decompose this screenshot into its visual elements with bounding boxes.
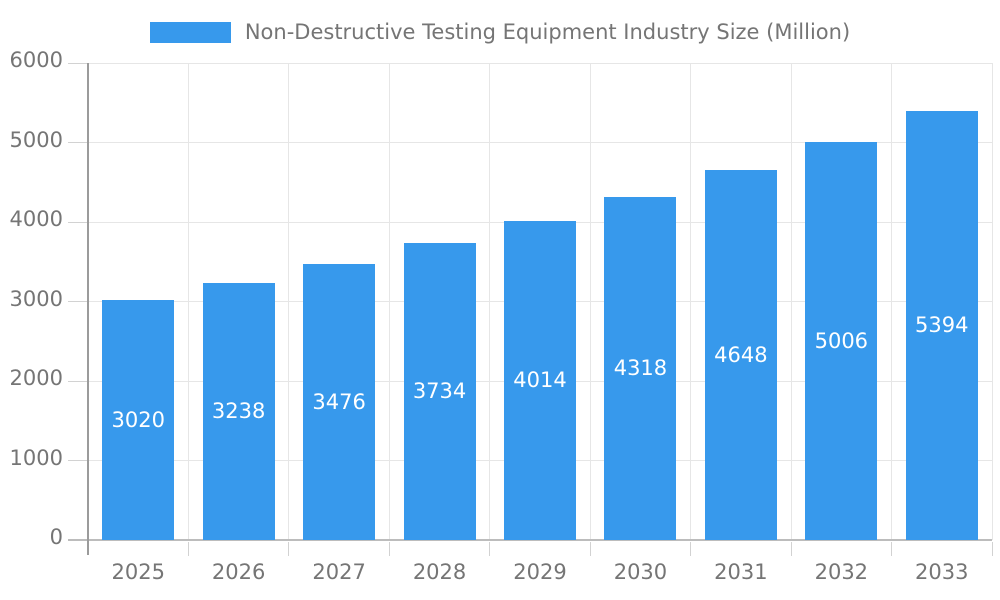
x-axis-category-label: 2027	[312, 560, 366, 584]
bar-value-label: 5006	[814, 328, 869, 353]
bar-value-label: 5394	[915, 313, 969, 337]
y-axis-tick	[68, 142, 88, 143]
y-axis-line	[87, 63, 89, 555]
x-axis-tick	[187, 542, 189, 556]
x-axis-tick	[891, 542, 893, 556]
bar-value-label: 3238	[211, 399, 266, 423]
bar-2032: 5006	[805, 142, 878, 540]
bar-value-label: 3020	[111, 407, 165, 432]
gridline-horizontal	[88, 142, 992, 143]
x-axis-category-label: 2030	[613, 560, 668, 584]
bar-2030: 4318	[604, 197, 677, 540]
y-axis-tick	[68, 221, 88, 223]
gridline-vertical	[187, 63, 189, 540]
x-axis-tick	[589, 542, 591, 556]
bar-2026: 3238	[202, 283, 275, 540]
gridline-vertical	[891, 63, 893, 540]
bar-value-label: 3734	[412, 379, 467, 403]
bar-2031: 4648	[704, 170, 777, 540]
bar-value-label: 4318	[613, 356, 668, 380]
y-axis-tick	[68, 460, 88, 461]
x-axis-tick	[790, 542, 792, 556]
y-axis-tick-label: 3000	[9, 286, 63, 311]
bar-2033: 5394	[905, 111, 978, 540]
bar-value-label: 3476	[312, 389, 366, 414]
bar-2027: 3476	[303, 264, 376, 540]
legend-label: Non-Destructive Testing Equipment Indust…	[244, 20, 851, 44]
x-axis-category-label: 2032	[814, 560, 869, 584]
gridline-horizontal	[88, 62, 992, 64]
x-axis-category-label: 2033	[915, 560, 969, 584]
y-axis-tick-label: 4000	[9, 207, 63, 231]
x-axis-tick	[991, 542, 993, 556]
legend-item[interactable]: Non-Destructive Testing Equipment Indust…	[0, 22, 1000, 43]
gridline-vertical	[288, 63, 290, 540]
gridline-vertical	[690, 63, 692, 540]
bar-value-label: 4014	[513, 368, 567, 392]
gridline-vertical	[589, 63, 591, 540]
x-axis-tick	[288, 542, 290, 556]
x-axis-line	[68, 539, 992, 541]
gridline-vertical	[489, 63, 491, 540]
y-axis-tick-label: 0	[49, 525, 63, 549]
y-axis-tick	[68, 62, 88, 64]
x-axis-tick	[489, 542, 491, 556]
x-axis-category-label: 2029	[513, 560, 567, 584]
x-axis-tick	[388, 542, 390, 556]
legend-swatch	[149, 22, 231, 43]
x-axis-category-label: 2028	[412, 560, 467, 584]
y-axis-tick	[68, 301, 88, 302]
y-axis-tick-label: 1000	[9, 445, 63, 470]
gridline-vertical	[388, 63, 390, 540]
x-axis-category-label: 2031	[714, 560, 768, 584]
x-axis-category-label: 2026	[211, 560, 266, 584]
y-axis-tick-label: 6000	[9, 48, 63, 72]
y-axis-tick-label: 5000	[9, 127, 63, 152]
gridline-vertical	[790, 63, 792, 540]
bar-2028: 3734	[403, 243, 476, 540]
gridline-vertical	[991, 63, 993, 540]
bar-2029: 4014	[504, 221, 576, 540]
bar-value-label: 4648	[714, 342, 768, 367]
y-axis-tick-label: 2000	[9, 366, 63, 390]
bar-2025: 3020	[102, 300, 175, 540]
x-axis-category-label: 2025	[111, 560, 165, 584]
y-axis-tick	[68, 380, 88, 382]
x-axis-tick	[690, 542, 692, 556]
